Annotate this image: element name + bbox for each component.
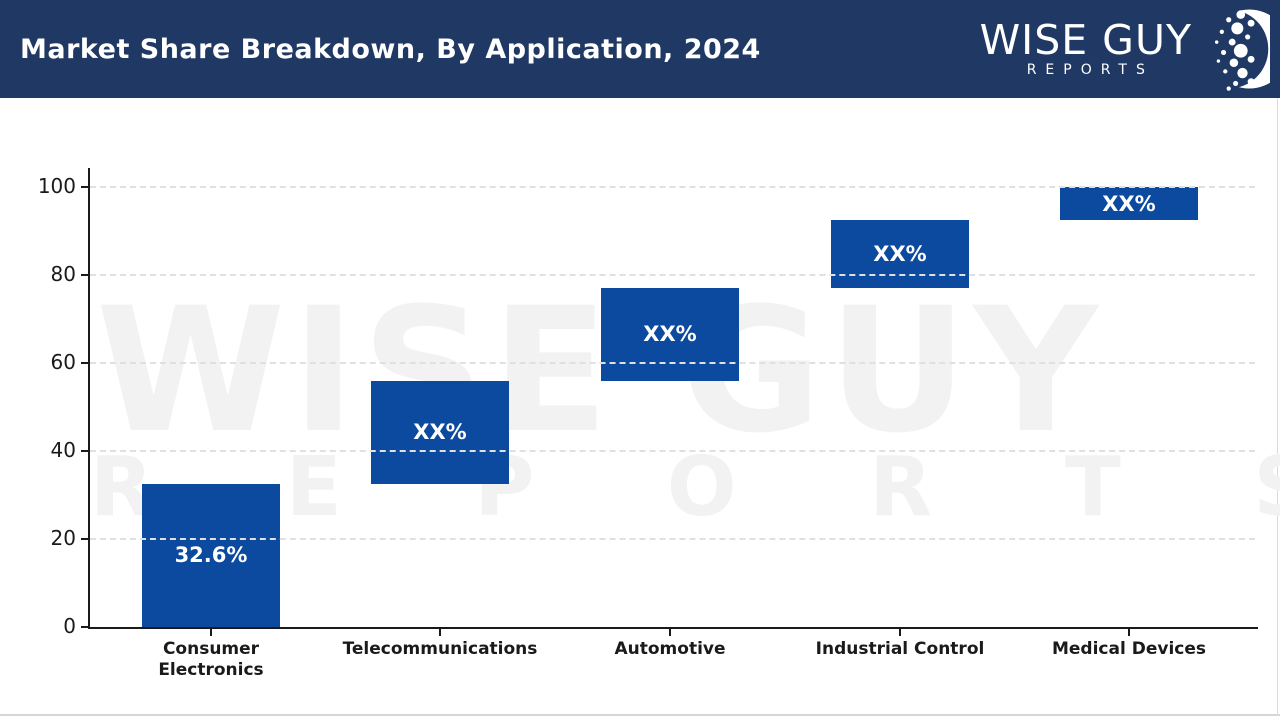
gridline (90, 538, 1255, 540)
watermark-wordmark: WISE GUY (95, 270, 1105, 471)
x-category-label: Industrial Control (815, 639, 985, 659)
y-tick-label: 80 (50, 262, 76, 286)
y-tick-mark (81, 538, 88, 540)
y-tick-mark (81, 362, 88, 364)
y-axis-spine (88, 168, 90, 629)
x-axis-spine (88, 627, 1258, 629)
wise-guy-face-logo-icon (1189, 9, 1270, 91)
bar-value-label: XX% (413, 420, 467, 445)
x-tick-mark (899, 629, 901, 636)
bar-segment: XX% (1060, 187, 1198, 220)
y-tick-label: 100 (37, 174, 76, 198)
header-bar: Market Share Breakdown, By Application, … (0, 0, 1280, 98)
x-tick-mark (439, 629, 441, 636)
bottom-divider (0, 714, 1280, 716)
x-tick-mark (210, 629, 212, 636)
x-category-label: Medical Devices (1051, 639, 1206, 659)
y-tick-mark (81, 450, 88, 452)
x-tick-mark (669, 629, 671, 636)
logo-text: WISE GUY REPORTS (979, 16, 1192, 79)
gridline (90, 362, 1255, 364)
gridline (90, 274, 1255, 276)
bar-segment: XX% (601, 288, 739, 381)
x-category-label: Automotive (614, 639, 726, 659)
bar-value-label: XX% (643, 322, 697, 347)
gridline (90, 186, 1255, 188)
bar-segment: 32.6% (142, 483, 280, 627)
bar-value-label: XX% (873, 242, 927, 267)
x-category-label: Consumer Electronics (158, 639, 264, 680)
page-title: Market Share Breakdown, By Application, … (20, 33, 761, 65)
chart-plot-area: 32.6% XX% XX% XX% XX% 0 20 40 60 80 100 Consumer Ele… (0, 98, 1280, 720)
y-tick-label: 20 (50, 526, 76, 550)
y-tick-label: 60 (50, 350, 76, 374)
gridline (90, 450, 1255, 452)
logo-subtitle: REPORTS (1026, 62, 1154, 78)
bar-value-label: 32.6% (174, 543, 248, 568)
x-tick-mark (1128, 629, 1130, 636)
y-tick-label: 0 (63, 614, 76, 638)
y-tick-label: 40 (50, 438, 76, 462)
wise-guy-logo: WISE GUY REPORTS (980, 0, 1270, 98)
right-divider (1277, 98, 1278, 716)
bar-segment: XX% (371, 380, 509, 484)
logo-wordmark: WISE GUY (979, 16, 1192, 64)
y-tick-mark (81, 274, 88, 276)
bar-segment: XX% (831, 220, 969, 289)
bar-value-label: XX% (1102, 191, 1156, 216)
x-category-label: Telecommunications (342, 639, 538, 659)
y-tick-mark (81, 186, 88, 188)
watermark-subtitle: R E P O R T S (90, 440, 1280, 535)
y-tick-mark (81, 626, 88, 628)
